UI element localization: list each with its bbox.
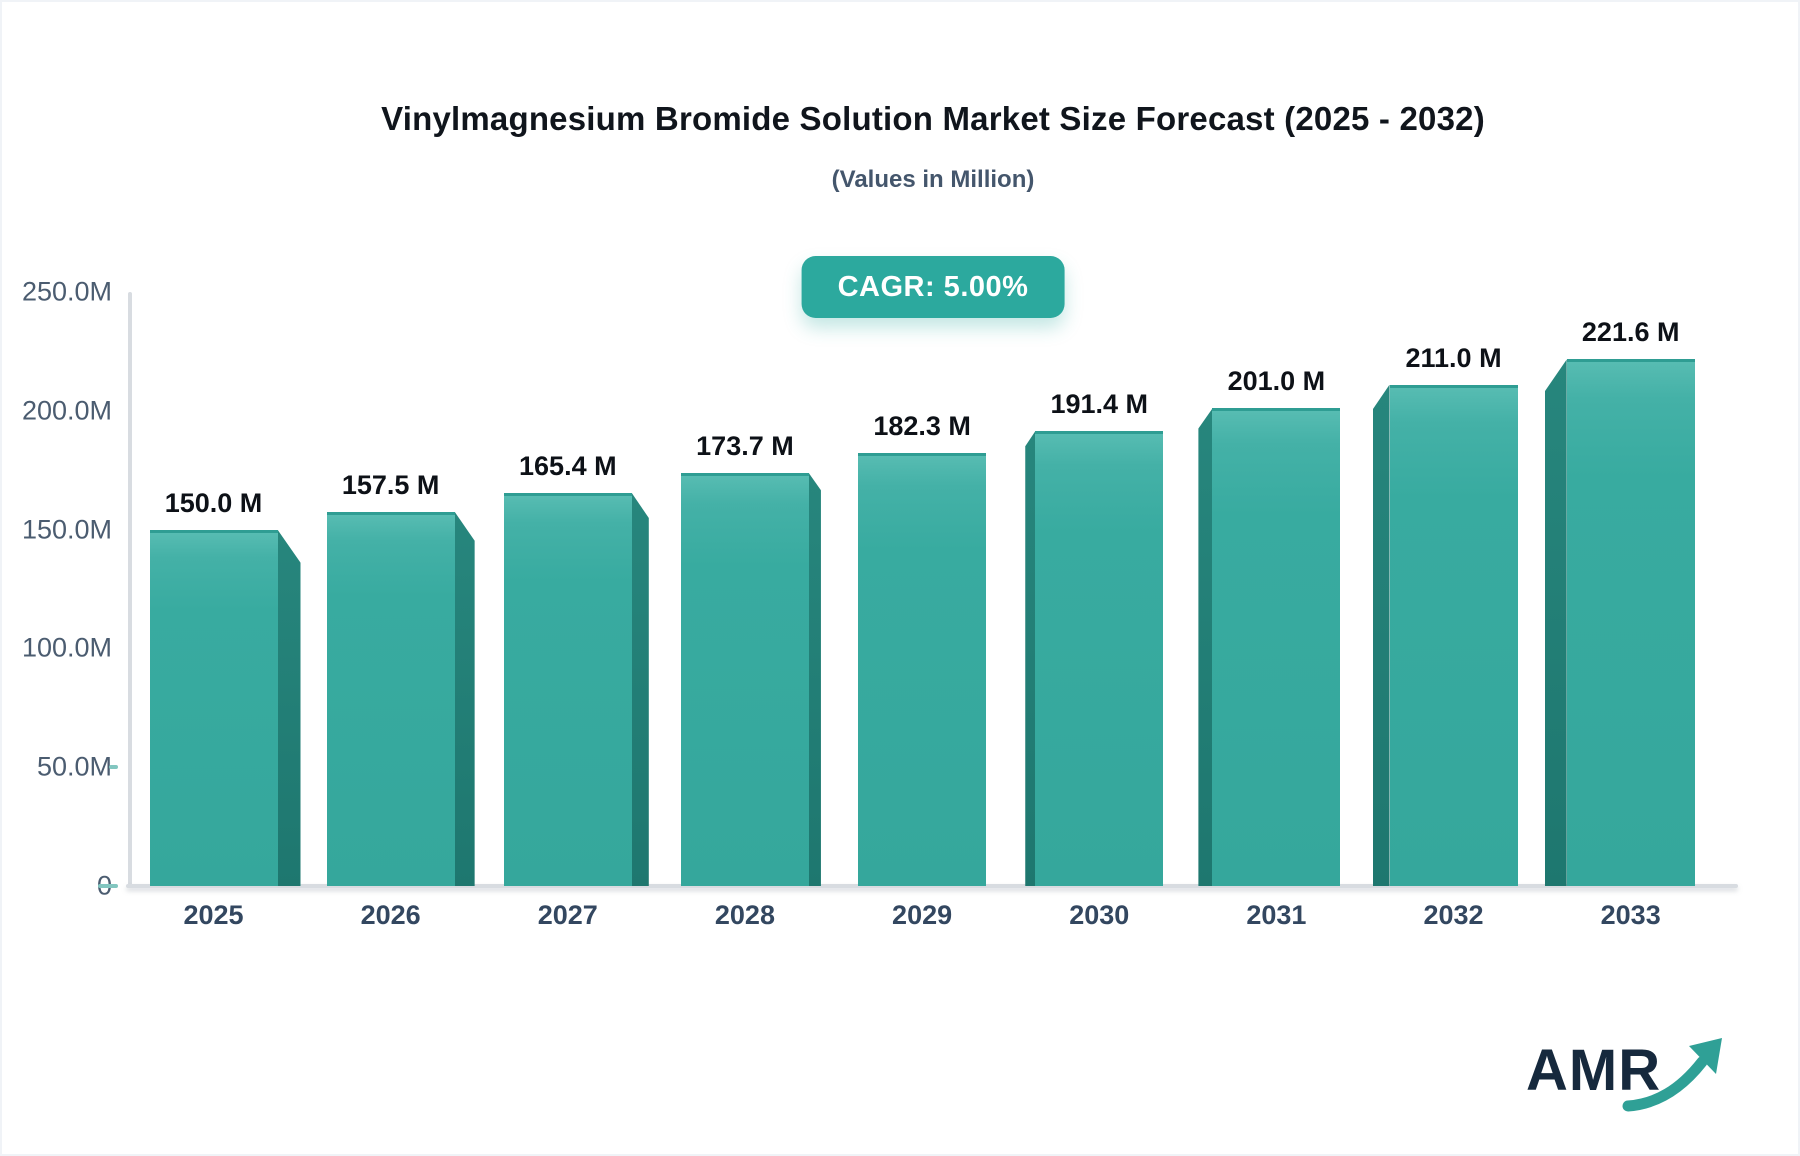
- bar-2032: [1372, 384, 1518, 886]
- bar-2027: [503, 493, 649, 886]
- bar-value-label-2029: 182.3 M: [873, 410, 971, 441]
- bar-2033: [1544, 359, 1695, 886]
- bar-3d-side: [1025, 431, 1036, 886]
- y-axis-line: [128, 292, 132, 887]
- cagr-badge-label: CAGR: 5.00%: [837, 270, 1029, 303]
- bar-3d-side: [277, 529, 301, 886]
- y-tick-label: 150.0M: [21, 514, 112, 545]
- amr-logo-text: AMR: [1526, 1038, 1661, 1103]
- growth-arrow-icon: [1622, 1038, 1722, 1112]
- x-tick-label-2031: 2031: [1246, 900, 1307, 930]
- bar-face: [1212, 408, 1341, 886]
- bar-face: [680, 473, 809, 886]
- bar-value-label-2027: 165.4 M: [519, 451, 617, 481]
- x-axis-line: [126, 884, 1738, 888]
- amr-logo: AMR: [1526, 1038, 1722, 1112]
- x-tick-label-2025: 2025: [183, 900, 244, 930]
- y-tick-dash: [98, 884, 118, 888]
- bar-face: [503, 493, 632, 886]
- x-tick-label-2033: 2033: [1600, 900, 1661, 930]
- bar-face: [1389, 384, 1518, 886]
- bar-value-label-2026: 157.5 M: [341, 469, 440, 500]
- y-tick-label: 200.0M: [21, 395, 112, 426]
- y-tick-label: 50.0M: [36, 751, 112, 782]
- bar-face: [858, 452, 987, 886]
- x-tick-label-2030: 2030: [1069, 900, 1130, 930]
- x-tick-label-2027: 2027: [537, 900, 598, 930]
- y-tick-label: 100.0M: [21, 632, 112, 663]
- chart-subtitle: (Values in Million): [831, 166, 1035, 193]
- bar-value-label-2032: 211.0 M: [1405, 342, 1502, 373]
- chart-title: Vinylmagnesium Bromide Solution Market S…: [381, 100, 1485, 137]
- cagr-badge: CAGR: 5.00%: [801, 256, 1065, 318]
- bar-3d-side: [1372, 384, 1390, 886]
- x-tick-label-2026: 2026: [360, 900, 421, 930]
- x-tick-label-2029: 2029: [892, 900, 953, 930]
- bar-value-label-2033: 221.6 M: [1581, 317, 1680, 348]
- bar-3d-side: [1198, 408, 1213, 886]
- bar-value-label-2031: 201.0 M: [1227, 366, 1326, 397]
- bar-3d-side: [1544, 359, 1567, 886]
- bar-3d-side: [631, 493, 649, 886]
- x-tick-label-2032: 2032: [1423, 900, 1484, 930]
- bar-2028: [680, 473, 821, 886]
- bar-value-label-2028: 173.7 M: [696, 431, 794, 462]
- bar-face: [1035, 431, 1164, 886]
- bar-2029: [858, 452, 987, 886]
- bar-3d-side: [808, 473, 821, 886]
- bar-face: [1566, 359, 1695, 886]
- bar-face: [326, 511, 455, 886]
- y-tick-label: 0: [2, 871, 112, 902]
- bar-2031: [1198, 408, 1341, 886]
- bar-value-label-2025: 150.0 M: [164, 487, 263, 518]
- y-tick-label: 250.0M: [21, 276, 112, 307]
- bar-face: [149, 529, 278, 886]
- bar-2026: [326, 511, 475, 886]
- bar-2030: [1025, 431, 1164, 886]
- bar-value-label-2030: 191.4 M: [1050, 389, 1149, 420]
- bar-2025: [149, 529, 301, 886]
- x-tick-label-2028: 2028: [714, 900, 775, 930]
- y-tick-dash: [109, 765, 118, 770]
- bar-3d-side: [454, 511, 475, 886]
